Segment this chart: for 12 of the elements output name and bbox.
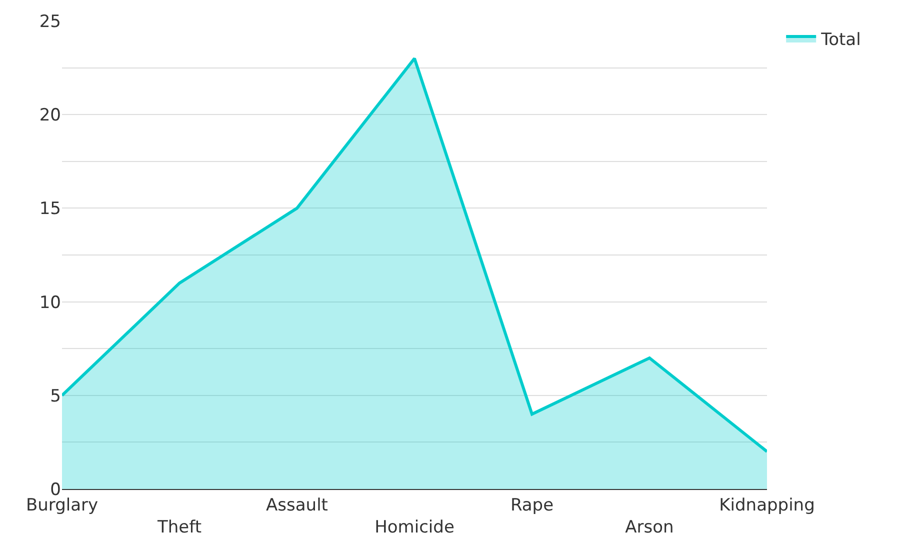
y-tick-label: 15 [39, 199, 61, 220]
legend-label: Total [820, 30, 861, 50]
y-tick-label: 25 [39, 12, 61, 32]
x-tick-label: Theft [156, 518, 202, 538]
y-tick-label: 10 [39, 292, 61, 313]
x-tick-label: Assault [266, 495, 328, 516]
x-tick-label: Arson [625, 518, 674, 538]
y-tick-label: 20 [39, 106, 61, 126]
x-tick-label: Homicide [374, 518, 454, 538]
x-tick-label: Kidnapping [719, 495, 815, 516]
x-tick-label: Rape [510, 495, 554, 516]
y-tick-label: 5 [50, 386, 61, 406]
